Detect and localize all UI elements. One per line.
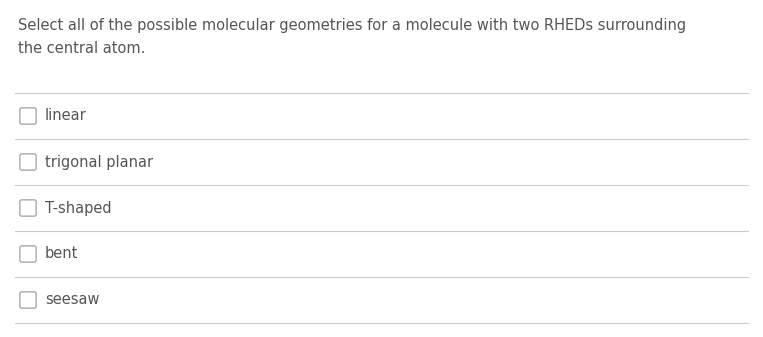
Text: T-shaped: T-shaped bbox=[45, 201, 111, 215]
Text: Select all of the possible molecular geometries for a molecule with two RHEDs su: Select all of the possible molecular geo… bbox=[18, 18, 686, 56]
FancyBboxPatch shape bbox=[20, 200, 36, 216]
Text: bent: bent bbox=[45, 246, 79, 262]
FancyBboxPatch shape bbox=[20, 292, 36, 308]
Text: seesaw: seesaw bbox=[45, 293, 99, 307]
FancyBboxPatch shape bbox=[20, 154, 36, 170]
Text: trigonal planar: trigonal planar bbox=[45, 154, 153, 170]
Text: linear: linear bbox=[45, 109, 87, 123]
FancyBboxPatch shape bbox=[20, 108, 36, 124]
FancyBboxPatch shape bbox=[20, 246, 36, 262]
